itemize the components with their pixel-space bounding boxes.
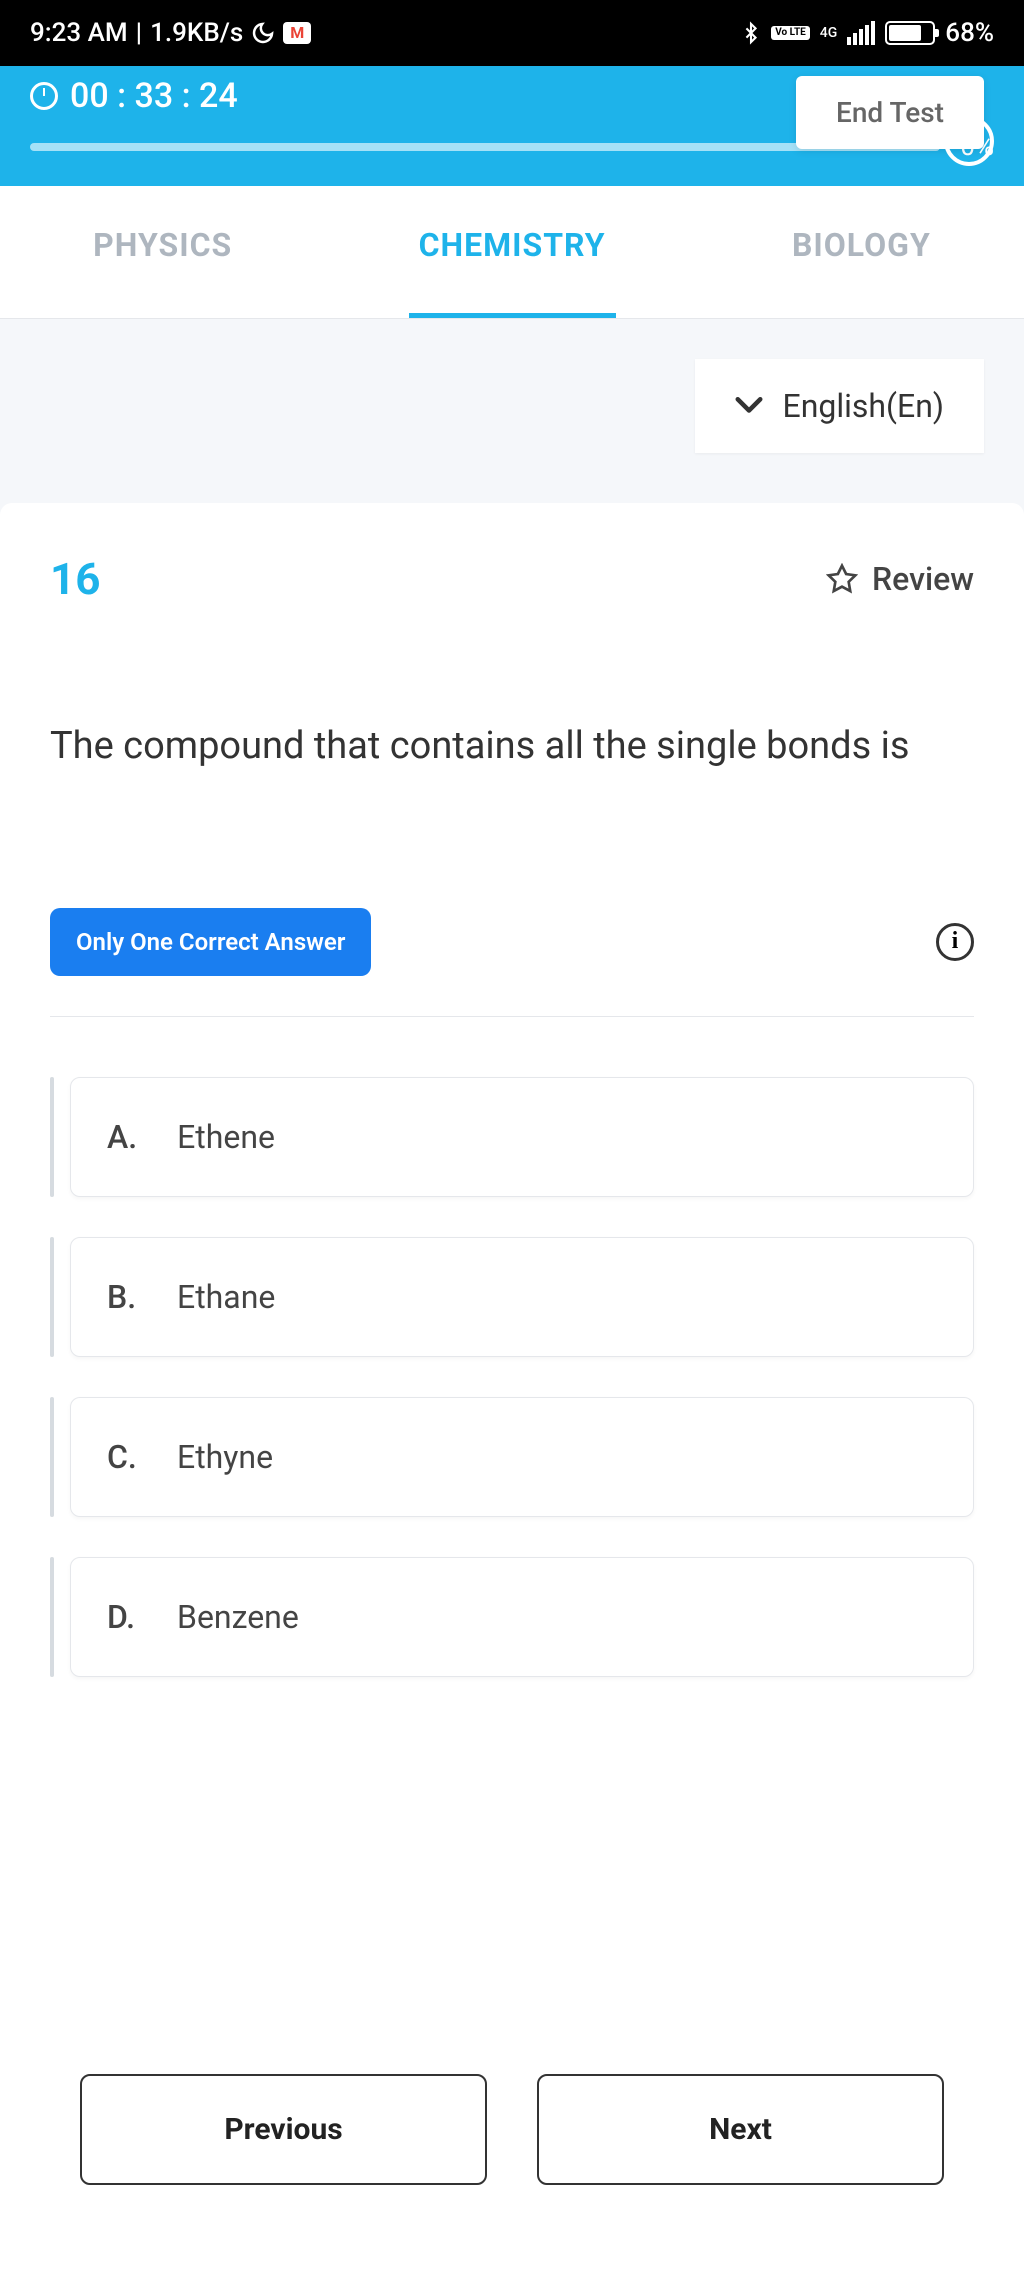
tab-chemistry[interactable]: CHEMISTRY <box>419 226 606 288</box>
circle-button[interactable] <box>944 116 994 166</box>
language-wrap: English(En) <box>0 319 1024 503</box>
option-bar <box>50 1397 54 1517</box>
option-text: Benzene <box>177 1598 299 1636</box>
gmail-icon <box>283 22 311 44</box>
nav-footer: Previous Next <box>0 2024 1024 2275</box>
language-selector[interactable]: English(En) <box>695 359 984 453</box>
option-bar <box>50 1077 54 1197</box>
option-bar <box>50 1557 54 1677</box>
option-text: Ethene <box>177 1118 275 1156</box>
divider <box>50 1016 974 1017</box>
timer-icon <box>30 82 58 110</box>
volte-icon: Vo LTE <box>771 26 810 40</box>
option-letter: B. <box>107 1278 137 1316</box>
option-text: Ethyne <box>177 1438 273 1476</box>
review-button[interactable]: Review <box>826 560 974 598</box>
network-type: 4G <box>820 25 838 41</box>
timer-value: 00 : 33 : 24 <box>70 76 238 116</box>
option-b[interactable]: B. Ethane <box>70 1237 974 1357</box>
battery-icon <box>885 21 935 45</box>
tab-biology[interactable]: BIOLOGY <box>792 226 931 288</box>
chevron-down-icon <box>735 397 763 415</box>
status-bar: 9:23 AM | 1.9KB/s Vo LTE 4G 68% <box>0 0 1024 66</box>
option-text: Ethane <box>177 1278 275 1316</box>
option-a[interactable]: A. Ethene <box>70 1077 974 1197</box>
moon-icon <box>251 21 275 45</box>
option-letter: C. <box>107 1438 137 1476</box>
option-bar <box>50 1237 54 1357</box>
next-button[interactable]: Next <box>537 2074 944 2185</box>
option-d[interactable]: D. Benzene <box>70 1557 974 1677</box>
question-text: The compound that contains all the singl… <box>50 715 974 778</box>
info-icon[interactable]: i <box>936 923 974 961</box>
bluetooth-icon <box>741 19 761 47</box>
previous-button[interactable]: Previous <box>80 2074 487 2185</box>
signal-icon <box>847 21 875 45</box>
star-icon <box>826 563 858 595</box>
option-letter: D. <box>107 1598 137 1636</box>
question-number: 16 <box>50 553 101 605</box>
answer-type-badge: Only One Correct Answer <box>50 908 371 976</box>
battery-percent: 68% <box>945 18 994 48</box>
test-header: 00 : 33 : 24 0% End Test <box>0 66 1024 186</box>
review-label: Review <box>872 560 974 598</box>
option-c[interactable]: C. Ethyne <box>70 1397 974 1517</box>
status-speed: 1.9KB/s <box>150 18 243 48</box>
subject-tabs: PHYSICS CHEMISTRY BIOLOGY <box>0 186 1024 319</box>
question-card: 16 Review The compound that contains all… <box>0 503 1024 2024</box>
tab-physics[interactable]: PHYSICS <box>93 226 232 288</box>
options-list: A. Ethene B. Ethane C. Ethyne D. Benzene <box>50 1077 974 1677</box>
language-label: English(En) <box>783 387 944 425</box>
status-time: 9:23 AM <box>30 18 128 48</box>
option-letter: A. <box>107 1118 137 1156</box>
status-sep: | <box>136 18 142 48</box>
